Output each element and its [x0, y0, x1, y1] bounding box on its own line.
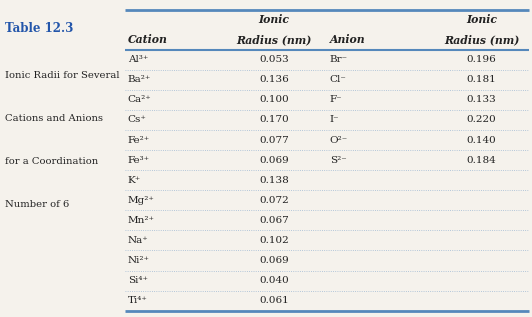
Text: Anion: Anion [330, 34, 365, 45]
Text: Cs⁺: Cs⁺ [128, 115, 146, 125]
Text: Ca²⁺: Ca²⁺ [128, 95, 152, 104]
Text: 0.069: 0.069 [259, 156, 289, 165]
Text: Number of 6: Number of 6 [5, 200, 70, 209]
Text: Fe²⁺: Fe²⁺ [128, 135, 150, 145]
Text: 0.181: 0.181 [467, 75, 496, 84]
Text: Radius (nm): Radius (nm) [444, 34, 519, 45]
Text: 0.077: 0.077 [259, 135, 289, 145]
Text: Mn²⁺: Mn²⁺ [128, 216, 155, 225]
Text: 0.053: 0.053 [259, 55, 289, 64]
Text: 0.072: 0.072 [259, 196, 289, 205]
Text: 0.140: 0.140 [467, 135, 496, 145]
Text: Ionic Radii for Several: Ionic Radii for Several [5, 71, 120, 80]
Text: Al³⁺: Al³⁺ [128, 55, 148, 64]
Text: K⁺: K⁺ [128, 176, 141, 185]
Text: 0.136: 0.136 [259, 75, 289, 84]
Text: Br⁻: Br⁻ [330, 55, 348, 64]
Text: 0.067: 0.067 [259, 216, 289, 225]
Text: 0.133: 0.133 [467, 95, 496, 104]
Text: 0.040: 0.040 [259, 276, 289, 285]
Text: 0.102: 0.102 [259, 236, 289, 245]
Text: Na⁺: Na⁺ [128, 236, 148, 245]
Text: 0.196: 0.196 [467, 55, 496, 64]
Text: Ti⁴⁺: Ti⁴⁺ [128, 296, 147, 305]
Text: 0.138: 0.138 [259, 176, 289, 185]
Text: 0.184: 0.184 [467, 156, 496, 165]
Text: Cl⁻: Cl⁻ [330, 75, 347, 84]
Text: S²⁻: S²⁻ [330, 156, 346, 165]
Text: Ni²⁺: Ni²⁺ [128, 256, 149, 265]
Text: F⁻: F⁻ [330, 95, 343, 104]
Text: 0.061: 0.061 [259, 296, 289, 305]
Text: O²⁻: O²⁻ [330, 135, 348, 145]
Text: for a Coordination: for a Coordination [5, 157, 98, 166]
Text: Ionic: Ionic [259, 14, 289, 25]
Text: 0.069: 0.069 [259, 256, 289, 265]
Text: Fe³⁺: Fe³⁺ [128, 156, 150, 165]
Text: Ba²⁺: Ba²⁺ [128, 75, 151, 84]
Text: Cations and Anions: Cations and Anions [5, 114, 103, 123]
Text: Ionic: Ionic [466, 14, 497, 25]
Text: Cation: Cation [128, 34, 168, 45]
Text: Radius (nm): Radius (nm) [236, 34, 312, 45]
Text: 0.100: 0.100 [259, 95, 289, 104]
Text: I⁻: I⁻ [330, 115, 339, 125]
Text: 0.170: 0.170 [259, 115, 289, 125]
Text: Mg²⁺: Mg²⁺ [128, 196, 155, 205]
Text: Si⁴⁺: Si⁴⁺ [128, 276, 148, 285]
Text: Table 12.3: Table 12.3 [5, 22, 74, 35]
Text: 0.220: 0.220 [467, 115, 496, 125]
